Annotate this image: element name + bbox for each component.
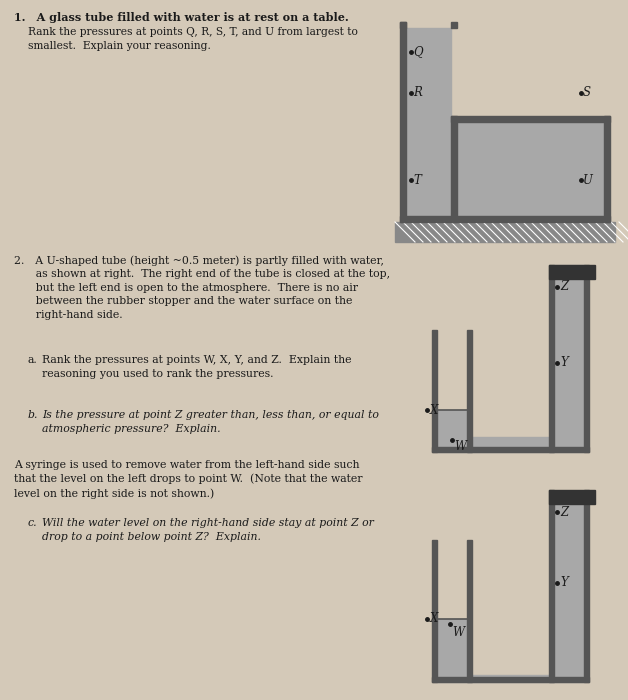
Text: T: T — [413, 174, 421, 186]
Text: a.: a. — [28, 355, 38, 365]
Text: X: X — [430, 612, 438, 626]
Text: W: W — [454, 440, 466, 454]
Bar — [451, 22, 457, 28]
Bar — [400, 22, 406, 28]
Bar — [584, 490, 589, 682]
Bar — [554, 492, 584, 677]
Text: Y: Y — [560, 577, 568, 589]
Bar — [451, 116, 457, 222]
Text: X: X — [430, 403, 438, 416]
Bar — [395, 222, 615, 242]
Bar — [451, 122, 604, 216]
Text: Rank the pressures at points Q, R, S, T, and U from largest to
smallest.  Explai: Rank the pressures at points Q, R, S, T,… — [28, 27, 358, 51]
Bar — [549, 265, 595, 279]
Bar — [437, 410, 467, 437]
Bar — [432, 677, 589, 682]
Text: U: U — [583, 174, 593, 186]
Text: c.: c. — [28, 518, 38, 528]
Text: Q: Q — [413, 46, 423, 59]
Bar — [554, 265, 584, 437]
Text: R: R — [413, 87, 422, 99]
Text: 2. A U-shaped tube (height ~0.5 meter) is partly filled with water,
  as shown a: 2. A U-shaped tube (height ~0.5 meter) i… — [14, 255, 390, 320]
Bar — [549, 490, 595, 504]
Text: W: W — [452, 626, 464, 640]
Bar — [432, 540, 437, 682]
Bar — [549, 490, 554, 682]
Bar — [432, 447, 589, 452]
Bar — [400, 22, 406, 222]
Bar — [467, 540, 472, 682]
Text: Will the water level on the right-hand side stay at point Z or
drop to a point b: Will the water level on the right-hand s… — [42, 518, 374, 542]
Bar — [432, 330, 437, 452]
Text: A syringe is used to remove water from the left-hand side such
that the level on: A syringe is used to remove water from t… — [14, 460, 362, 499]
Text: Rank the pressures at points W, X, Y, and Z.  Explain the
reasoning you used to : Rank the pressures at points W, X, Y, an… — [42, 355, 352, 379]
Bar — [451, 116, 610, 122]
Text: Y: Y — [560, 356, 568, 370]
Text: b.: b. — [28, 410, 38, 420]
Bar — [437, 619, 467, 677]
Text: Z: Z — [560, 281, 568, 293]
Bar — [549, 265, 554, 452]
Bar — [437, 437, 584, 452]
Text: Is the pressure at point Z greater than, less than, or equal to
atmospheric pres: Is the pressure at point Z greater than,… — [42, 410, 379, 433]
Text: S: S — [583, 87, 591, 99]
Text: Z: Z — [560, 505, 568, 519]
Bar — [584, 265, 589, 452]
Bar — [406, 28, 451, 216]
Text: 1. A glass tube filled with water is at rest on a table.: 1. A glass tube filled with water is at … — [14, 12, 349, 23]
Bar — [400, 216, 610, 222]
Bar — [467, 330, 472, 452]
Bar — [437, 675, 584, 682]
Bar — [604, 116, 610, 222]
